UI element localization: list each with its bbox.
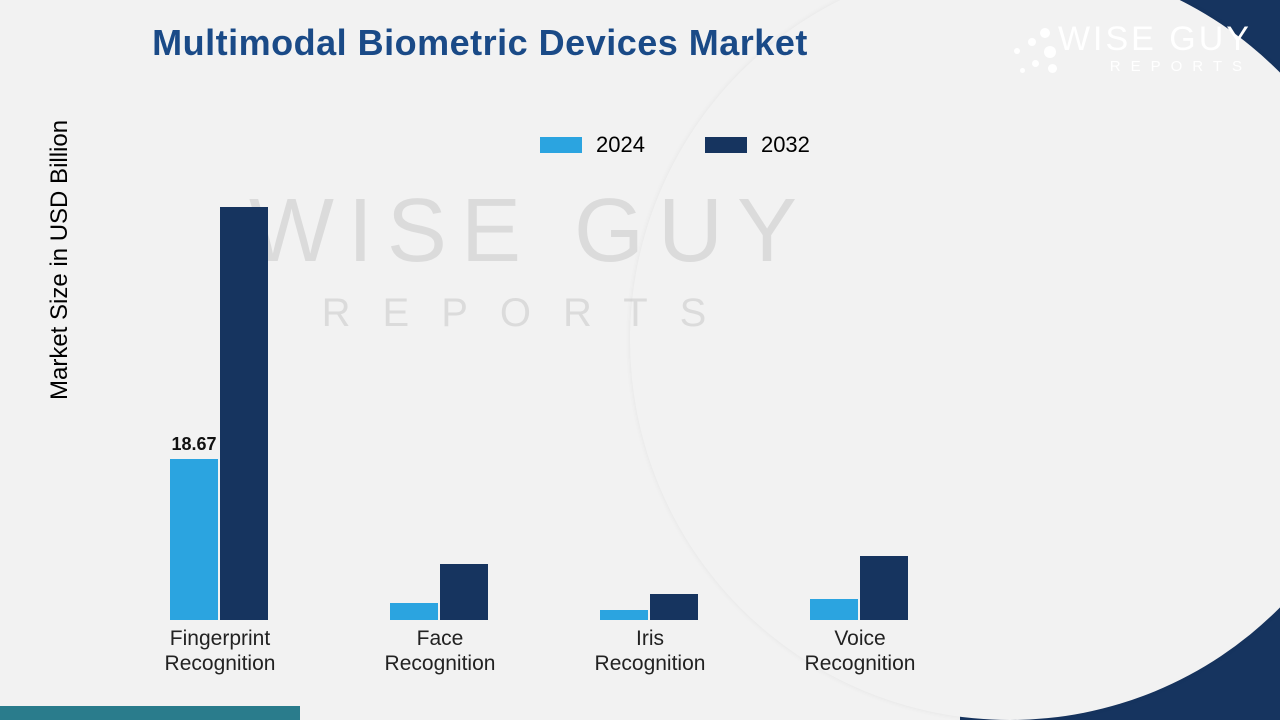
bar-0-1	[220, 207, 268, 620]
footer-strip	[0, 706, 300, 720]
bar-2-0	[600, 610, 648, 620]
legend: 2024 2032	[540, 132, 810, 158]
x-label-0: FingerprintRecognition	[120, 620, 320, 676]
chart-title: Multimodal Biometric Devices Market	[0, 22, 960, 64]
brand-logo-line1: WISE GUY	[1058, 22, 1252, 56]
legend-label-0: 2024	[596, 132, 645, 158]
bar-2-1	[650, 594, 698, 620]
legend-swatch-0	[540, 137, 582, 153]
bar-3-0	[810, 599, 858, 621]
legend-label-1: 2032	[761, 132, 810, 158]
bar-1-1	[440, 564, 488, 620]
x-label-1: FaceRecognition	[340, 620, 540, 676]
x-label-3: VoiceRecognition	[760, 620, 960, 676]
y-axis-label: Market Size in USD Billion	[46, 120, 74, 400]
legend-item-1: 2032	[705, 132, 810, 158]
legend-swatch-1	[705, 137, 747, 153]
chart-plot-area: 18.67FingerprintRecognitionFaceRecogniti…	[120, 190, 940, 620]
x-label-2: IrisRecognition	[550, 620, 750, 676]
bar-0-0	[170, 459, 218, 620]
bar-1-0	[390, 603, 438, 620]
brand-logo-line2: REPORTS	[1058, 56, 1252, 77]
legend-item-0: 2024	[540, 132, 645, 158]
brand-logo: WISE GUY REPORTS	[1058, 22, 1252, 77]
canvas: WISE GUY REPORTS Multimodal Biometric De…	[0, 0, 1280, 720]
bar-3-1	[860, 556, 908, 621]
